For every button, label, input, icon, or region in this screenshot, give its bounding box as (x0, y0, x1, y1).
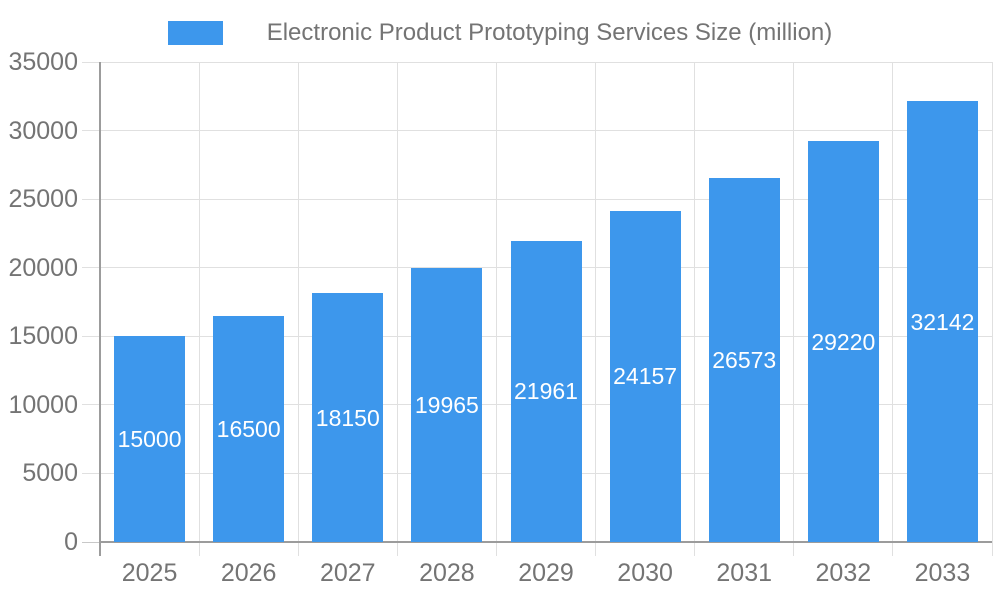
y-axis-tick-label: 15000 (8, 322, 78, 351)
x-gridline (297, 62, 299, 556)
y-gridline (82, 198, 992, 200)
x-gridline (198, 62, 200, 556)
legend-color-swatch (167, 21, 223, 45)
x-axis-tick-label: 2028 (419, 559, 475, 587)
bar-value-label: 32142 (910, 308, 975, 335)
bar (411, 268, 483, 542)
bar-value-label: 19965 (414, 392, 479, 419)
bar-value-label: 21961 (514, 378, 578, 405)
y-axis-tick-label: 10000 (8, 390, 78, 419)
x-axis-tick-label: 2031 (716, 559, 773, 587)
chart-legend: Electronic Product Prototyping Services … (0, 19, 1000, 47)
y-axis-tick-label: 0 (64, 528, 78, 556)
x-axis-tick-label: 2030 (617, 559, 673, 587)
y-axis-line (99, 62, 101, 556)
bar (807, 141, 879, 542)
bar (906, 101, 978, 542)
bar-value-label: 15000 (117, 426, 182, 453)
bar (510, 240, 582, 542)
bar-value-label: 18150 (315, 404, 380, 431)
bar-value-label: 24157 (613, 363, 678, 390)
y-gridline (82, 130, 992, 132)
bar (312, 293, 384, 542)
x-gridline (991, 62, 993, 556)
bar (609, 210, 681, 542)
y-axis-tick-label: 30000 (8, 116, 78, 145)
bar (708, 177, 780, 542)
x-gridline (892, 62, 894, 556)
x-axis-tick-label: 2027 (319, 559, 376, 587)
y-axis-tick-label: 35000 (8, 48, 78, 76)
x-gridline (595, 62, 597, 556)
bar (213, 315, 285, 542)
x-gridline (793, 62, 795, 556)
legend-label: Electronic Product Prototyping Services … (266, 19, 833, 46)
y-gridline (82, 61, 992, 63)
bar-value-label: 29220 (811, 328, 876, 355)
x-axis-tick-label: 2029 (518, 559, 574, 587)
bar-value-label: 16500 (216, 415, 281, 442)
x-axis-tick-label: 2033 (914, 559, 971, 587)
bar (114, 336, 186, 542)
x-gridline (495, 62, 497, 556)
bar-value-label: 26573 (712, 346, 777, 373)
x-gridline (396, 62, 398, 556)
x-axis-line (100, 541, 992, 543)
x-axis-tick-label: 2026 (220, 559, 277, 587)
x-gridline (694, 62, 696, 556)
y-axis-tick-label: 5000 (22, 459, 78, 488)
y-axis-tick (82, 541, 100, 543)
y-axis-tick-label: 20000 (8, 253, 78, 282)
x-axis-tick-label: 2025 (121, 559, 178, 587)
y-axis-tick-label: 25000 (8, 185, 78, 214)
x-axis-tick-label: 2032 (815, 559, 872, 587)
